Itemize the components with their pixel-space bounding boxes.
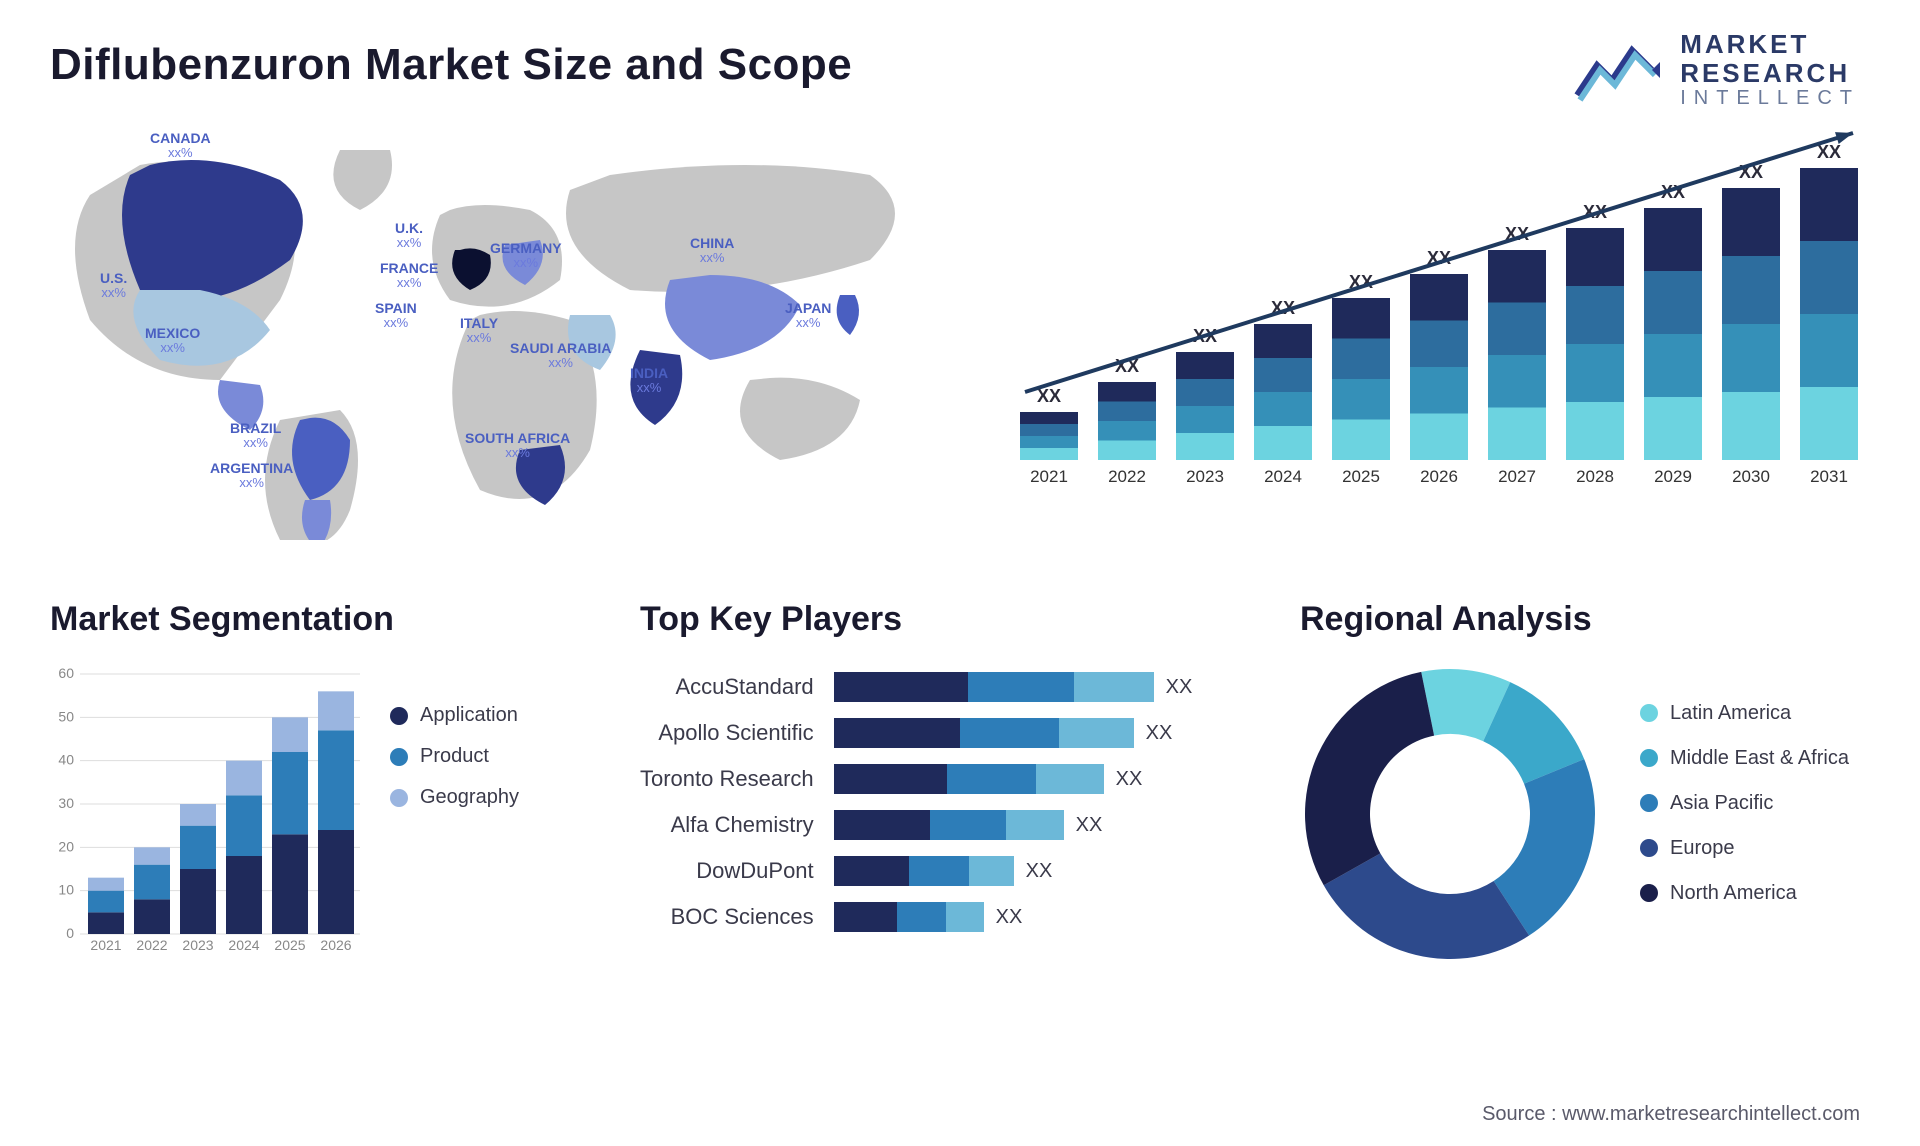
- forecast-chart: XX2021XX2022XX2023XX2024XX2025XX2026XX20…: [1010, 120, 1870, 540]
- map-label: ITALYxx%: [460, 315, 498, 346]
- player-bar-row: XX: [834, 848, 1250, 894]
- source-text: Source : www.marketresearchintellect.com: [1482, 1103, 1860, 1126]
- svg-text:40: 40: [58, 752, 74, 768]
- svg-text:2027: 2027: [1498, 467, 1536, 486]
- player-bar-row: XX: [834, 756, 1250, 802]
- player-bar-row: XX: [834, 710, 1250, 756]
- segmentation-legend: Application Product Geography: [390, 664, 519, 964]
- legend-item: Application: [390, 704, 519, 727]
- legend-item: Asia Pacific: [1640, 792, 1849, 815]
- svg-text:2030: 2030: [1732, 467, 1770, 486]
- player-label: Alfa Chemistry: [640, 802, 814, 848]
- svg-text:2024: 2024: [1264, 467, 1302, 486]
- svg-text:2022: 2022: [1108, 467, 1146, 486]
- regional-donut: [1300, 664, 1600, 964]
- player-label: AccuStandard: [640, 664, 814, 710]
- player-label: BOC Sciences: [640, 894, 814, 940]
- legend-item: Europe: [1640, 837, 1849, 860]
- player-bar-row: XX: [834, 664, 1250, 710]
- map-label: SPAINxx%: [375, 300, 417, 331]
- map-label: SAUDI ARABIAxx%: [510, 340, 611, 371]
- player-label: DowDuPont: [640, 848, 814, 894]
- world-map: CANADAxx% U.S.xx% MEXICOxx% BRAZILxx% ARGENT…: [50, 120, 970, 540]
- map-label: CHINAxx%: [690, 235, 734, 266]
- svg-text:2023: 2023: [1186, 467, 1224, 486]
- legend-item: Geography: [390, 786, 519, 809]
- map-label: SOUTH AFRICAxx%: [465, 430, 570, 461]
- logo-line3: INTELLECT: [1680, 87, 1860, 109]
- legend-item: North America: [1640, 882, 1849, 905]
- svg-text:2029: 2029: [1654, 467, 1692, 486]
- legend-item: Middle East & Africa: [1640, 747, 1849, 770]
- logo-icon: [1572, 35, 1662, 105]
- map-label: BRAZILxx%: [230, 420, 281, 451]
- brand-logo: MARKET RESEARCH INTELLECT: [1572, 30, 1860, 109]
- svg-text:50: 50: [58, 708, 74, 724]
- svg-text:10: 10: [58, 882, 74, 898]
- svg-text:2022: 2022: [136, 937, 167, 953]
- map-label: INDIAxx%: [630, 365, 668, 396]
- map-label: JAPANxx%: [785, 300, 831, 331]
- logo-line2: RESEARCH: [1680, 59, 1860, 88]
- player-label: Apollo Scientific: [640, 710, 814, 756]
- player-bar-row: XX: [834, 802, 1250, 848]
- player-bar-row: XX: [834, 894, 1250, 940]
- svg-text:20: 20: [58, 838, 74, 854]
- svg-text:2025: 2025: [1342, 467, 1380, 486]
- map-label: GERMANYxx%: [490, 240, 562, 271]
- map-label: MEXICOxx%: [145, 325, 200, 356]
- svg-text:2031: 2031: [1810, 467, 1848, 486]
- svg-text:2021: 2021: [1030, 467, 1068, 486]
- map-label: U.S.xx%: [100, 270, 127, 301]
- svg-text:2026: 2026: [1420, 467, 1458, 486]
- map-label: CANADAxx%: [150, 130, 211, 161]
- players-title: Top Key Players: [640, 600, 1250, 639]
- segmentation-chart: 0 10 20 30 40 50 60 2021 2022 2023 2024 2025 2026: [50, 664, 360, 954]
- svg-text:2021: 2021: [90, 937, 121, 953]
- svg-text:2023: 2023: [182, 937, 213, 953]
- svg-text:2025: 2025: [274, 937, 305, 953]
- legend-item: Latin America: [1640, 702, 1849, 725]
- player-label: Toronto Research: [640, 756, 814, 802]
- svg-text:2028: 2028: [1576, 467, 1614, 486]
- legend-item: Product: [390, 745, 519, 768]
- map-label: U.K.xx%: [395, 220, 423, 251]
- svg-text:30: 30: [58, 795, 74, 811]
- svg-text:2026: 2026: [320, 937, 351, 953]
- logo-line1: MARKET: [1680, 30, 1860, 59]
- svg-text:60: 60: [58, 665, 74, 681]
- players-chart: AccuStandardApollo ScientificToronto Res…: [640, 664, 1250, 940]
- svg-text:0: 0: [66, 925, 74, 941]
- regional-title: Regional Analysis: [1300, 600, 1870, 639]
- segmentation-title: Market Segmentation: [50, 600, 590, 639]
- svg-text:2024: 2024: [228, 937, 259, 953]
- map-label: FRANCExx%: [380, 260, 438, 291]
- regional-legend: Latin America Middle East & Africa Asia Pa…: [1640, 702, 1849, 927]
- map-label: ARGENTINAxx%: [210, 460, 293, 491]
